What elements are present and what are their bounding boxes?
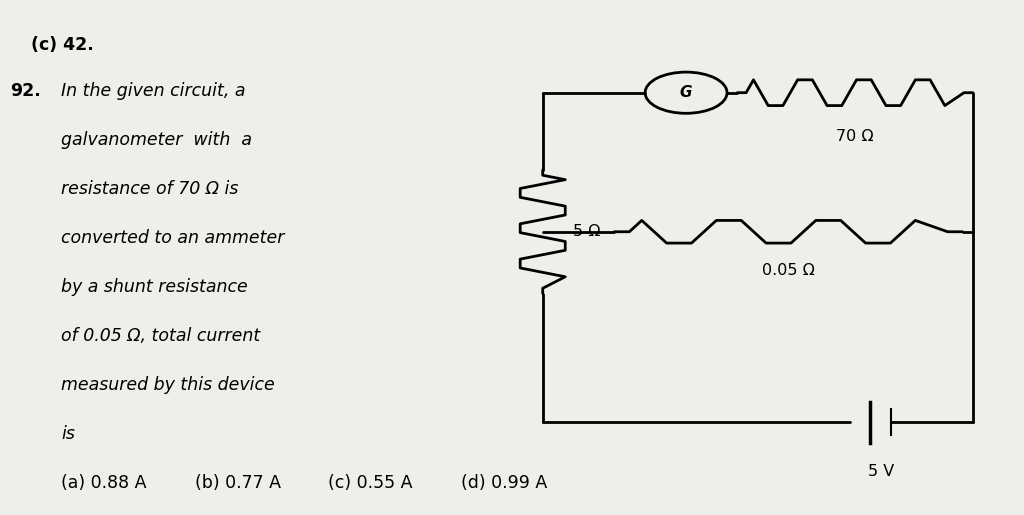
Text: (b) 0.77 A: (b) 0.77 A bbox=[195, 474, 281, 492]
Text: 92.: 92. bbox=[10, 82, 41, 100]
Text: resistance of 70 Ω is: resistance of 70 Ω is bbox=[61, 180, 239, 198]
Text: (d) 0.99 A: (d) 0.99 A bbox=[461, 474, 547, 492]
Text: by a shunt resistance: by a shunt resistance bbox=[61, 278, 248, 296]
Text: 5 V: 5 V bbox=[867, 464, 894, 478]
Text: In the given circuit, a: In the given circuit, a bbox=[61, 82, 246, 100]
Text: galvanometer  with  a: galvanometer with a bbox=[61, 131, 253, 149]
Text: 70 Ω: 70 Ω bbox=[837, 129, 873, 144]
Text: converted to an ammeter: converted to an ammeter bbox=[61, 229, 285, 247]
Text: is: is bbox=[61, 425, 76, 443]
Text: G: G bbox=[680, 85, 692, 100]
Text: 0.05 Ω: 0.05 Ω bbox=[762, 263, 815, 278]
Text: of 0.05 Ω, total current: of 0.05 Ω, total current bbox=[61, 327, 261, 345]
Text: (c) 0.55 A: (c) 0.55 A bbox=[328, 474, 413, 492]
Text: (c) 42.: (c) 42. bbox=[31, 36, 93, 54]
Text: measured by this device: measured by this device bbox=[61, 376, 275, 394]
Text: 5 Ω: 5 Ω bbox=[573, 224, 601, 239]
Text: (a) 0.88 A: (a) 0.88 A bbox=[61, 474, 146, 492]
